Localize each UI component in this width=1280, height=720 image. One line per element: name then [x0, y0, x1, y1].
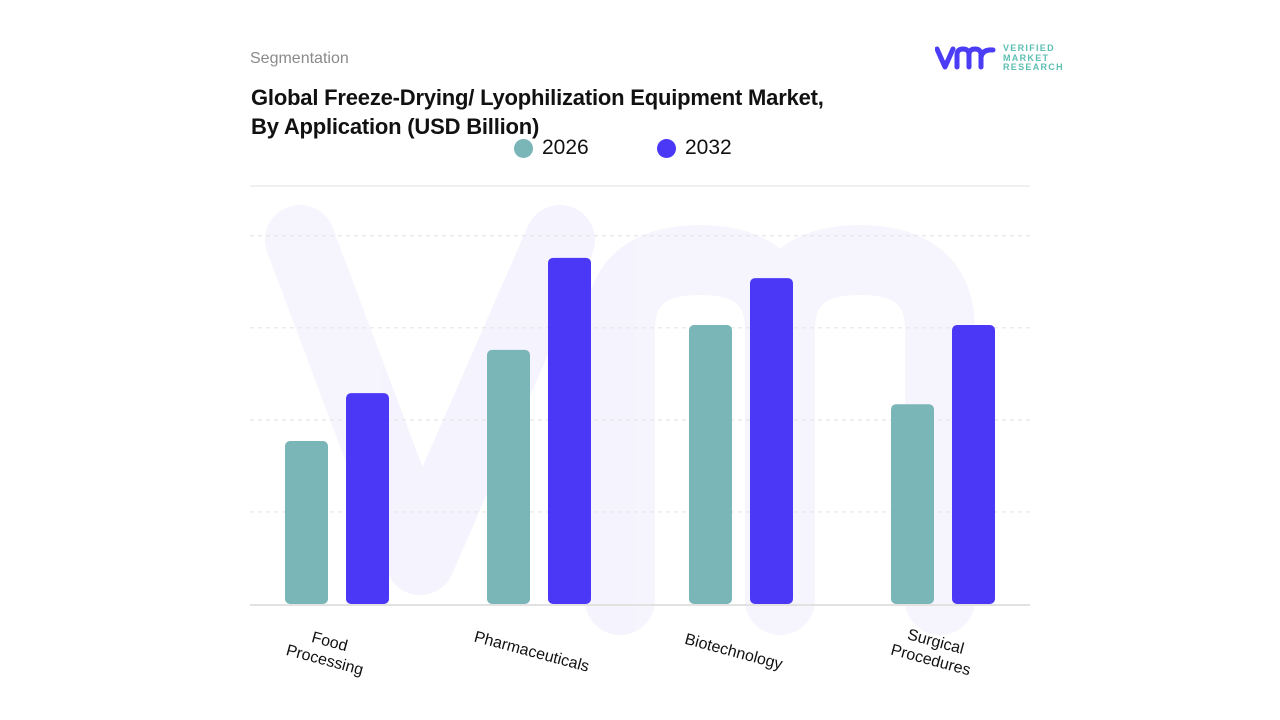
- chart-title-line2: By Application (USD Billion): [251, 114, 540, 139]
- section-label: Segmentation: [250, 50, 349, 67]
- bar-2032-biotechnology: [750, 278, 793, 604]
- legend: 2026 2032: [0, 136, 1280, 162]
- legend-swatch-2026: [514, 138, 533, 158]
- legend-swatch-2032: [657, 138, 676, 158]
- bar-2026-pharmaceuticals: [487, 349, 530, 604]
- chart-title-line1: Global Freeze-Drying/ Lyophilization Equ…: [251, 85, 824, 110]
- vmr-logo-text: VERIFIED MARKET RESEARCH: [1003, 43, 1064, 72]
- bar-2026-surgical-procedures: [891, 404, 934, 604]
- bars: [285, 257, 995, 604]
- legend-item-2026: 2026: [514, 136, 589, 160]
- bar-2032-food-processing: [346, 393, 389, 604]
- bar-2026-biotechnology: [689, 325, 732, 604]
- legend-item-2032: 2032: [657, 136, 732, 160]
- legend-label-2032: 2032: [685, 136, 732, 159]
- vmr-logo-mark: [935, 46, 996, 70]
- bar-2026-food-processing: [285, 441, 328, 604]
- bar-2032-surgical-procedures: [952, 325, 995, 604]
- chart-title: Global Freeze-Drying/ Lyophilization Equ…: [251, 83, 824, 141]
- legend-label-2026: 2026: [542, 136, 589, 159]
- vmr-logo: VERIFIED MARKET RESEARCH: [935, 43, 1064, 73]
- bar-2032-pharmaceuticals: [548, 257, 591, 604]
